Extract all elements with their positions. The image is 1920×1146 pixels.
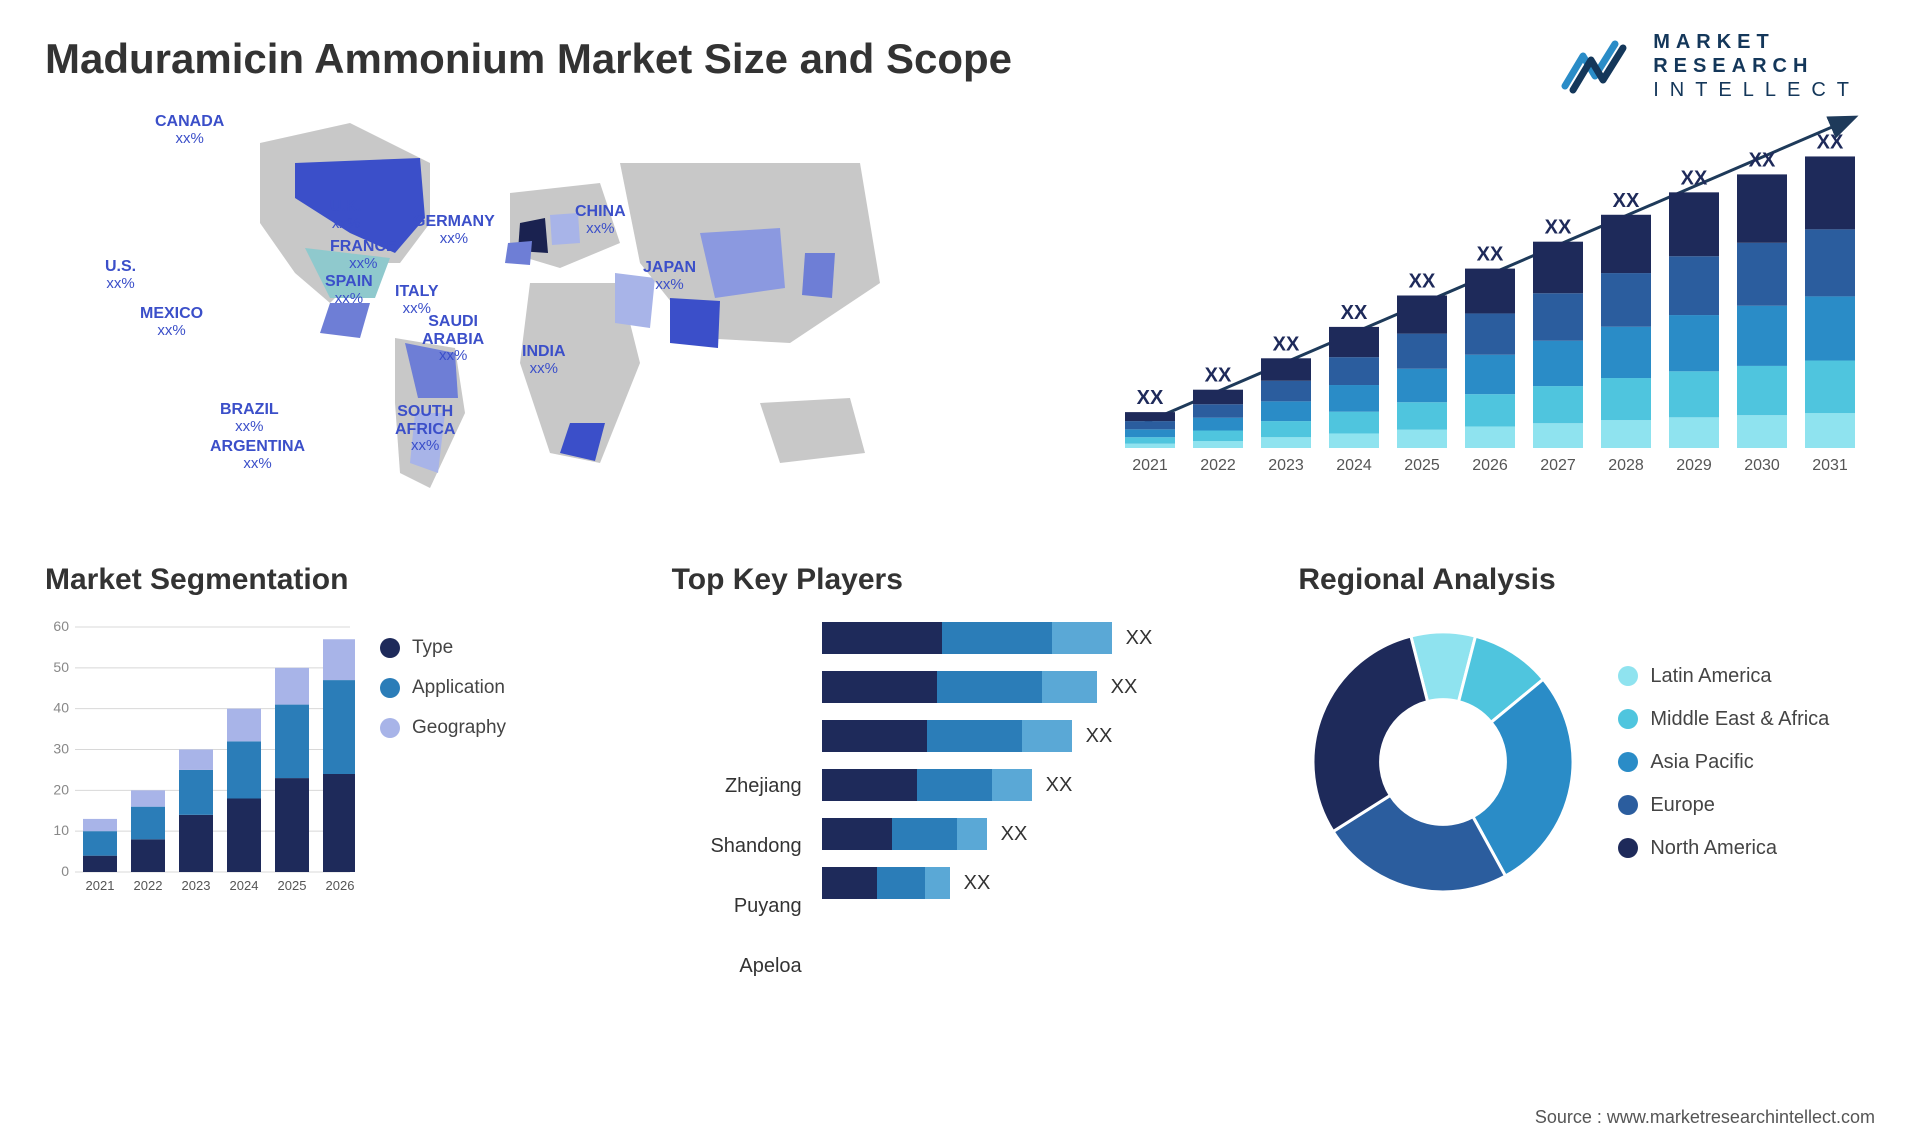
player-bar-value: XX	[1086, 725, 1113, 748]
world-map-svg	[45, 103, 1075, 503]
svg-text:0: 0	[61, 863, 69, 879]
svg-text:2023: 2023	[182, 878, 211, 893]
svg-text:2026: 2026	[326, 878, 355, 893]
legend-item: Application	[380, 677, 506, 699]
legend-item: Latin America	[1618, 665, 1829, 688]
svg-text:2025: 2025	[278, 878, 307, 893]
svg-text:2031: 2031	[1812, 457, 1848, 474]
svg-text:2023: 2023	[1268, 457, 1304, 474]
map-label: BRAZILxx%	[220, 401, 279, 435]
brand-logo: MARKET RESEARCH INTELLECT	[1561, 30, 1860, 102]
player-label: Apeloa	[672, 955, 802, 1001]
svg-text:2022: 2022	[134, 878, 163, 893]
regional-title: Regional Analysis	[1298, 563, 1875, 597]
segmentation-panel: Market Segmentation 0 10 20 30 40 50 60 2021 202…	[45, 563, 622, 1001]
svg-text:XX: XX	[1545, 217, 1572, 239]
player-bar-row: XX	[822, 622, 1249, 654]
map-label: U.S.xx%	[105, 258, 136, 292]
player-bar-value: XX	[1111, 676, 1138, 699]
map-label: U.K.xx%	[330, 198, 362, 232]
segmentation-chart: 0 10 20 30 40 50 60 2021 2022 2023 2024 2025 2026	[45, 617, 355, 897]
players-panel: Top Key Players Zhejiang Shandong Puyang Ap…	[672, 563, 1249, 1001]
map-label: FRANCExx%	[330, 238, 397, 272]
svg-text:2024: 2024	[1336, 457, 1372, 474]
player-bar-value: XX	[1126, 627, 1153, 650]
svg-text:XX: XX	[1409, 271, 1436, 293]
player-label: Shandong	[672, 835, 802, 881]
svg-text:XX: XX	[1681, 167, 1708, 189]
svg-text:2022: 2022	[1200, 457, 1236, 474]
svg-text:20: 20	[53, 781, 69, 797]
svg-text:XX: XX	[1817, 131, 1844, 153]
map-label: SAUDIARABIAxx%	[422, 313, 484, 365]
svg-text:XX: XX	[1477, 244, 1504, 266]
player-bar-row: XX	[822, 720, 1249, 752]
legend-item: Asia Pacific	[1618, 751, 1829, 774]
svg-text:2030: 2030	[1744, 457, 1780, 474]
svg-text:XX: XX	[1613, 190, 1640, 212]
map-label: ARGENTINAxx%	[210, 438, 305, 472]
players-title: Top Key Players	[672, 563, 1249, 597]
svg-text:2026: 2026	[1472, 457, 1508, 474]
regional-donut-svg	[1298, 617, 1588, 907]
svg-text:XX: XX	[1273, 333, 1300, 355]
player-bar-row: XX	[822, 671, 1249, 703]
map-label: CANADAxx%	[155, 113, 224, 147]
svg-text:40: 40	[53, 700, 69, 716]
map-label: JAPANxx%	[643, 259, 696, 293]
regional-donut	[1298, 617, 1588, 907]
svg-text:2027: 2027	[1540, 457, 1576, 474]
svg-text:50: 50	[53, 659, 69, 675]
world-map: CANADAxx% U.S.xx%MEXICOxx% BRAZILxx%ARGENT…	[45, 103, 1075, 503]
legend-item: Middle East & Africa	[1618, 708, 1829, 731]
svg-text:2029: 2029	[1676, 457, 1712, 474]
map-label: SPAINxx%	[325, 273, 373, 307]
svg-text:XX: XX	[1137, 387, 1164, 409]
map-label: GERMANYxx%	[413, 213, 495, 247]
segmentation-chart-svg: 0 10 20 30 40 50 60 2021 2022 2023 2024 2025 2026	[45, 617, 355, 897]
player-bar-value: XX	[1046, 774, 1073, 797]
legend-item: North America	[1618, 837, 1829, 860]
svg-text:XX: XX	[1341, 302, 1368, 324]
source-text: Source : www.marketresearchintellect.com	[1535, 1107, 1875, 1128]
players-bars: XX XX XX XX XX XX	[822, 617, 1249, 1001]
svg-text:2024: 2024	[230, 878, 259, 893]
regional-panel: Regional Analysis Latin America Middle Ea…	[1298, 563, 1875, 1001]
player-bar-row: XX	[822, 769, 1249, 801]
player-bar-value: XX	[964, 872, 991, 895]
player-label: Puyang	[672, 895, 802, 941]
forecast-chart-svg: XX 2021 XX 2022 XX 2023 XX 2024 XX 2025 XX 2026 XX 20…	[1115, 103, 1875, 483]
legend-item: Geography	[380, 717, 506, 739]
legend-item: Europe	[1618, 794, 1829, 817]
svg-text:30: 30	[53, 741, 69, 757]
svg-text:2021: 2021	[86, 878, 115, 893]
map-label: CHINAxx%	[575, 203, 626, 237]
player-bar-row: XX	[822, 818, 1249, 850]
svg-text:2021: 2021	[1132, 457, 1168, 474]
map-label: MEXICOxx%	[140, 305, 203, 339]
svg-text:XX: XX	[1749, 149, 1776, 171]
svg-text:60: 60	[53, 618, 69, 634]
svg-text:2028: 2028	[1608, 457, 1644, 474]
segmentation-legend: Type Application Geography	[380, 617, 506, 897]
logo-line2: RESEARCH	[1653, 54, 1860, 78]
svg-text:10: 10	[53, 822, 69, 838]
legend-item: Type	[380, 637, 506, 659]
logo-line1: MARKET	[1653, 30, 1860, 54]
map-label: SOUTHAFRICAxx%	[395, 403, 455, 455]
regional-legend: Latin America Middle East & Africa Asia Pa…	[1618, 665, 1829, 860]
svg-text:XX: XX	[1205, 365, 1232, 387]
player-bar-row: XX	[822, 867, 1249, 899]
map-label: ITALYxx%	[395, 283, 439, 317]
forecast-chart: XX 2021 XX 2022 XX 2023 XX 2024 XX 2025 XX 2026 XX 20…	[1115, 103, 1875, 483]
segmentation-title: Market Segmentation	[45, 563, 622, 597]
svg-text:2025: 2025	[1404, 457, 1440, 474]
player-label: Zhejiang	[672, 775, 802, 821]
players-labels: Zhejiang Shandong Puyang Apeloa	[672, 617, 802, 1001]
logo-line3: INTELLECT	[1653, 78, 1860, 102]
logo-mark-icon	[1561, 36, 1639, 96]
map-label: INDIAxx%	[522, 343, 566, 377]
player-bar-value: XX	[1001, 823, 1028, 846]
